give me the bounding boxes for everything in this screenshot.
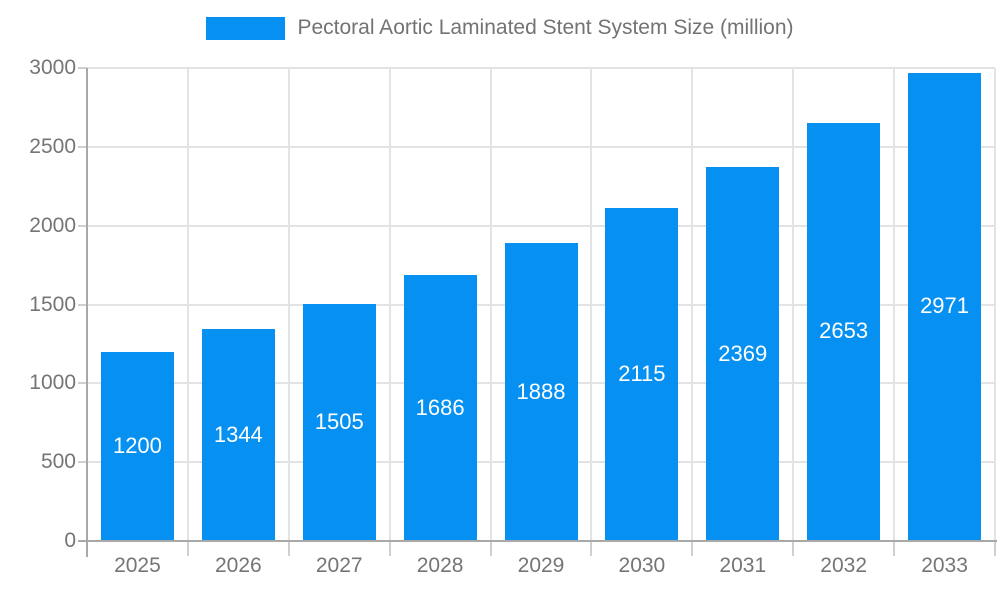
y-axis-tick (78, 303, 87, 306)
x-axis-tick (590, 542, 593, 556)
bar-value-label: 1686 (415, 394, 465, 420)
x-axis-label: 2031 (719, 554, 767, 577)
y-axis-tick (78, 145, 87, 148)
v-gridline (388, 68, 391, 541)
bar-2033[interactable]: 2971 (908, 72, 982, 540)
bar-2027[interactable]: 1505 (302, 303, 376, 540)
y-axis-tick (78, 461, 87, 464)
y-axis-tick (78, 67, 87, 69)
bar-2032[interactable]: 2653 (807, 122, 881, 540)
x-axis-label: 2026 (214, 554, 262, 577)
bar-2025[interactable]: 1200 (100, 351, 174, 540)
bar-2029[interactable]: 1888 (504, 243, 578, 540)
y-axis-tick (78, 382, 87, 385)
h-gridline (87, 67, 995, 69)
x-axis-label: 2028 (416, 554, 464, 577)
bar-value-label: 2971 (920, 293, 970, 319)
x-axis-tick (489, 542, 492, 556)
v-gridline (893, 68, 896, 541)
bar-2028[interactable]: 1686 (403, 275, 477, 540)
chart-legend[interactable]: Pectoral Aortic Laminated Stent System S… (0, 16, 1000, 40)
y-axis-label: 500 (40, 450, 76, 474)
bar-value-label: 1888 (516, 378, 566, 404)
bar-value-label: 1200 (112, 432, 162, 458)
bar-value-label: 1344 (213, 421, 263, 447)
v-gridline (590, 68, 593, 541)
bar-2031[interactable]: 2369 (706, 167, 780, 540)
y-axis-tick (78, 224, 87, 227)
legend-swatch (206, 16, 286, 40)
v-gridline (287, 68, 290, 541)
x-axis-tick (792, 542, 795, 556)
bar-2026[interactable]: 1344 (201, 329, 275, 540)
x-axis-label: 2030 (618, 554, 666, 577)
bar-value-label: 2369 (718, 340, 768, 366)
y-axis-label: 2500 (29, 134, 76, 158)
bar-value-label: 1505 (314, 408, 364, 434)
v-gridline (489, 68, 492, 541)
x-axis-tick (893, 542, 896, 556)
x-axis-label: 2029 (517, 554, 565, 577)
x-axis-label: 2033 (921, 554, 968, 577)
h-gridline (87, 145, 995, 148)
x-axis-label: 2027 (315, 554, 363, 577)
x-axis-tick (388, 542, 391, 556)
bar-2030[interactable]: 2115 (605, 207, 679, 540)
y-axis-label: 3000 (29, 56, 76, 79)
y-axis-line (86, 68, 88, 557)
v-gridline (994, 68, 996, 541)
x-axis-tick (994, 542, 996, 556)
y-axis-label: 2000 (29, 213, 76, 237)
x-axis-label: 2032 (820, 554, 868, 577)
x-axis-tick (287, 542, 290, 556)
y-axis-label: 1000 (29, 371, 76, 395)
h-gridline (87, 224, 995, 227)
bar-value-label: 2115 (618, 360, 666, 386)
x-axis-tick (186, 542, 189, 556)
v-gridline (792, 68, 795, 541)
bar-value-label: 2653 (819, 318, 869, 344)
y-axis-label: 0 (64, 529, 76, 552)
x-axis-tick (691, 542, 694, 556)
x-axis-line (78, 540, 997, 542)
y-axis-label: 1500 (29, 292, 76, 316)
x-axis-label: 2025 (114, 554, 161, 577)
v-gridline (186, 68, 189, 541)
v-gridline (691, 68, 694, 541)
legend-label: Pectoral Aortic Laminated Stent System S… (297, 16, 794, 39)
